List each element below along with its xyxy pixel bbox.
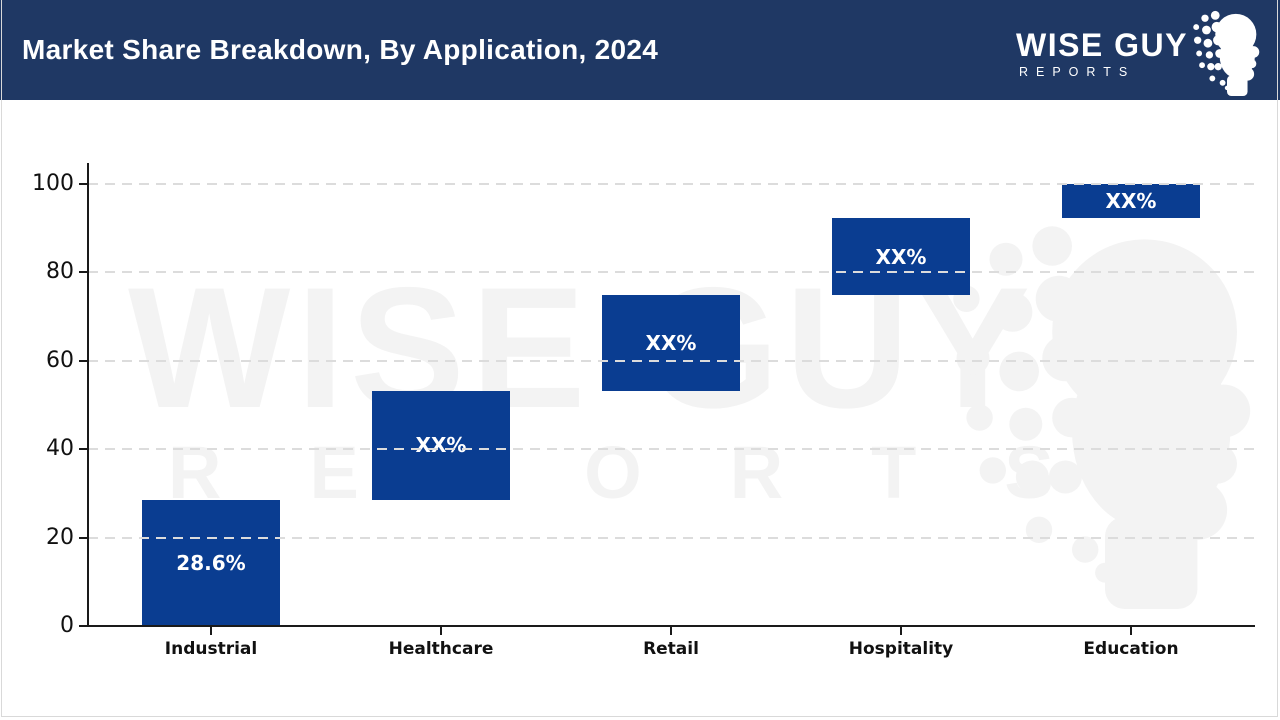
x-category-label-education: Education [1083,639,1179,659]
watermark-subtitle: REPORTS [168,431,1142,514]
page-title: Market Share Breakdown, By Application, … [22,34,659,65]
gridline-100 [88,183,1255,185]
wise-guy-logo: WISE GUY REPORTS [1016,8,1264,100]
y-axis-line [87,163,89,627]
x-category-label-retail: Retail [643,639,699,659]
y-tickmark-100 [79,183,88,185]
dotted-head-logo-icon [1190,8,1264,100]
bar-retail: XX% [602,295,740,391]
dotted-head-watermark [940,196,1270,630]
bar-healthcare: XX% [372,390,510,500]
bar-value-label-retail: XX% [645,331,697,356]
bar-value-label-industrial: 28.6% [176,550,246,575]
y-tick-label-60: 60 [46,347,74,373]
bar-industrial: 28.6% [142,499,280,626]
y-tick-label-20: 20 [46,524,74,550]
y-tickmark-20 [79,536,88,539]
y-tick-label-0: 0 [60,613,74,638]
y-tick-label-40: 40 [46,436,74,462]
gridline-40 [88,448,1255,451]
y-tick-label-80: 80 [46,259,74,285]
x-category-label-hospitality: Hospitality [848,639,954,659]
x-tickmark-hospitality [900,626,902,635]
logo-text: WISE GUY REPORTS [1016,29,1188,79]
gridline-80 [88,271,1255,274]
y-tickmark-0 [79,625,88,627]
y-tickmark-60 [79,359,88,362]
bar-value-label-education: XX% [1105,189,1157,214]
y-tickmark-80 [79,271,88,274]
x-tickmark-education [1130,626,1132,635]
x-tickmark-retail [670,626,672,635]
y-tick-label-100: 100 [32,171,74,196]
bar-education: XX% [1062,184,1200,219]
bar-hospitality: XX% [832,218,970,296]
bar-value-label-hospitality: XX% [875,244,927,269]
x-tickmark-industrial [210,626,212,635]
x-category-label-healthcare: Healthcare [388,639,494,659]
gridline-60 [88,359,1255,362]
x-category-label-industrial: Industrial [164,639,258,659]
logo-subtitle: REPORTS [1018,64,1136,79]
header-band: Market Share Breakdown, By Application, … [0,0,1280,100]
gridline-20 [88,536,1255,539]
y-tickmark-40 [79,448,88,451]
x-tickmark-healthcare [440,626,442,635]
logo-wordmark: WISE GUY [1015,27,1188,64]
bar-value-label-healthcare: XX% [415,433,467,458]
